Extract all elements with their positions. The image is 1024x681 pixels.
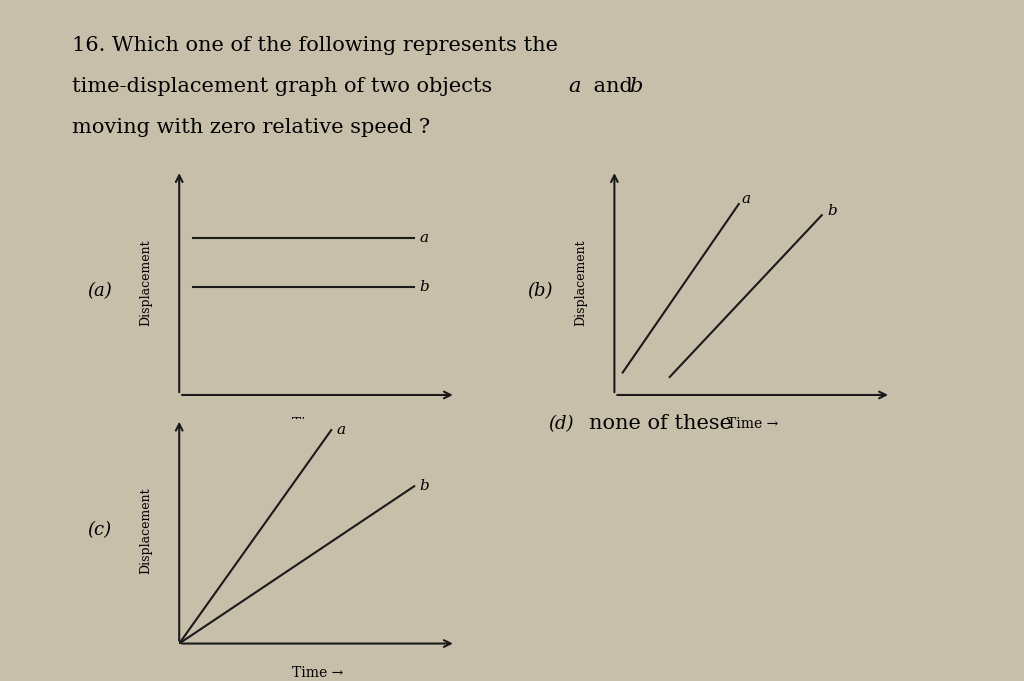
Text: and: and xyxy=(587,77,639,96)
Text: Displacement: Displacement xyxy=(139,239,153,326)
Text: (c): (c) xyxy=(87,520,112,539)
Text: a: a xyxy=(741,193,751,206)
Text: a: a xyxy=(568,77,581,96)
Text: a: a xyxy=(420,231,429,244)
Text: (a): (a) xyxy=(87,282,112,300)
Text: Time →: Time → xyxy=(292,417,343,431)
Text: b: b xyxy=(629,77,642,96)
Text: b: b xyxy=(827,204,837,218)
Text: (b): (b) xyxy=(527,282,553,300)
Text: 16. Which one of the following represents the: 16. Which one of the following represent… xyxy=(72,36,558,55)
Text: b: b xyxy=(420,280,429,294)
Text: Time →: Time → xyxy=(292,666,343,680)
Text: moving with zero relative speed ?: moving with zero relative speed ? xyxy=(72,118,430,137)
Text: Time →: Time → xyxy=(727,417,778,431)
Text: (d): (d) xyxy=(548,415,573,433)
Text: b: b xyxy=(420,479,429,493)
Text: Displacement: Displacement xyxy=(574,239,588,326)
Text: none of these: none of these xyxy=(589,414,732,433)
Text: a: a xyxy=(337,423,346,437)
Text: time-displacement graph of two objects: time-displacement graph of two objects xyxy=(72,77,499,96)
Text: Displacement: Displacement xyxy=(139,488,153,575)
